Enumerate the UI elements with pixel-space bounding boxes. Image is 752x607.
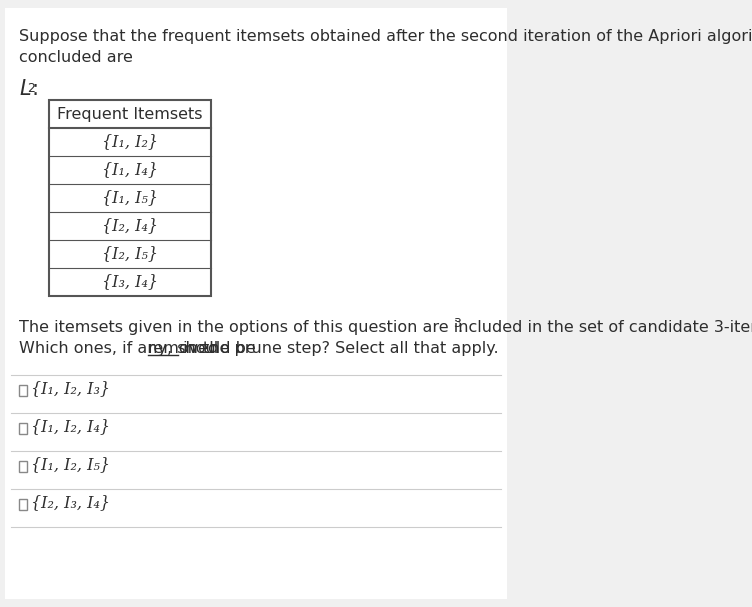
Text: {I₁, I₂, I₄}: {I₁, I₂, I₄} [32,418,111,435]
Bar [49,100,211,296]
Text: L: L [19,79,31,99]
Text: removed: removed [148,341,219,356]
Text: Which ones, if any, should be: Which ones, if any, should be [19,341,261,356]
Text: {I₂, I₅}: {I₂, I₅} [102,245,158,262]
Text: {I₁, I₂, I₅}: {I₁, I₂, I₅} [32,456,111,473]
Text: {I₁, I₂}: {I₁, I₂} [102,134,158,151]
Text: {I₁, I₄}: {I₁, I₄} [102,161,158,178]
Text: The itemsets given in the options of this question are included in the set of ca: The itemsets given in the options of thi… [19,320,752,335]
Text: {I₁, I₅}: {I₁, I₅} [102,189,158,206]
Text: {I₃, I₄}: {I₃, I₄} [102,274,158,291]
Text: 2: 2 [27,82,35,95]
Text: .: . [457,320,462,335]
Bar [19,461,26,472]
Text: {I₁, I₂, I₃}: {I₁, I₂, I₃} [32,381,111,398]
Text: {I₂, I₄}: {I₂, I₄} [102,217,158,234]
Bar [19,499,26,510]
FancyBboxPatch shape [5,8,507,599]
Bar [19,385,26,396]
Bar [19,423,26,434]
Text: in the prune step? Select all that apply.: in the prune step? Select all that apply… [178,341,499,356]
Text: :: : [32,79,38,99]
Text: Suppose that the frequent itemsets obtained after the second iteration of the Ap: Suppose that the frequent itemsets obtai… [19,29,752,44]
Text: concluded are: concluded are [19,50,133,65]
Text: Frequent Itemsets: Frequent Itemsets [57,106,203,121]
Text: 3: 3 [453,317,461,330]
Text: {I₂, I₃, I₄}: {I₂, I₃, I₄} [32,495,111,512]
